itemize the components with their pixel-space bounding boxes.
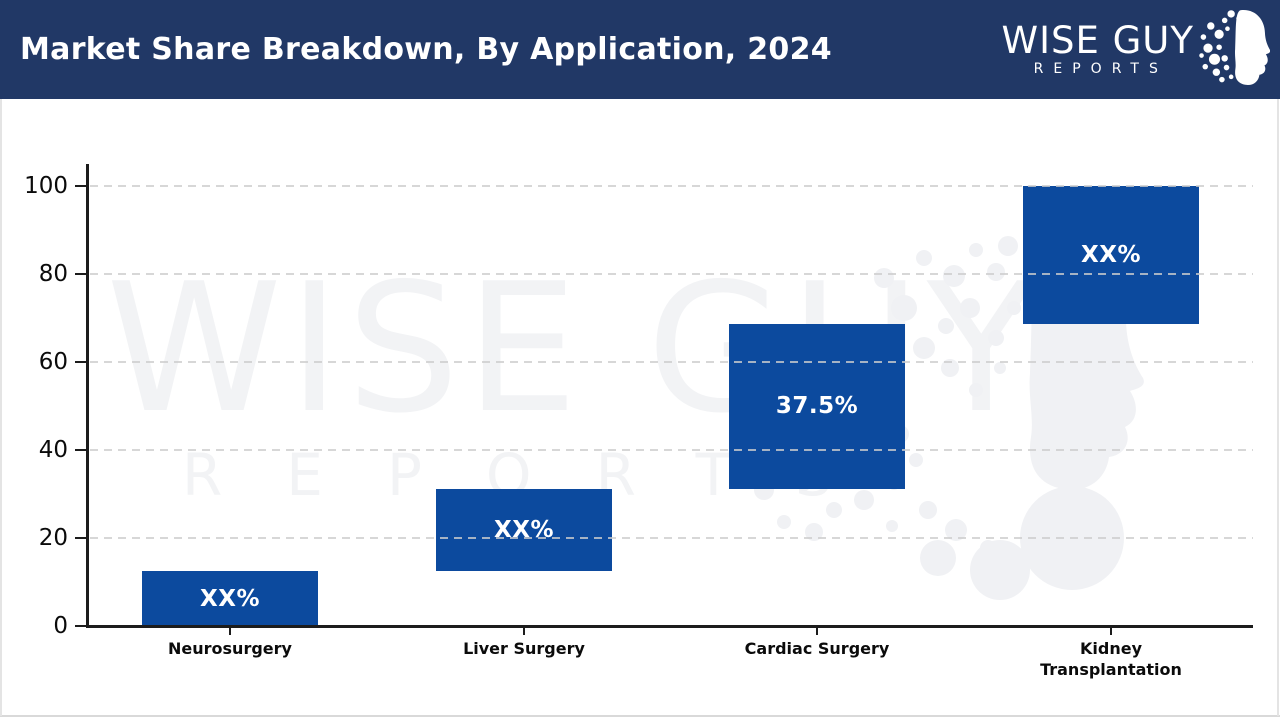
y-tick-40 (75, 449, 88, 451)
header-bar: Market Share Breakdown, By Application, … (0, 0, 1280, 99)
y-tick-label-80: 80 (38, 261, 68, 287)
y-tick-label-60: 60 (38, 349, 68, 375)
x-tick-liver-surgery (523, 628, 525, 635)
y-tick-60 (75, 361, 88, 363)
y-tick-label-100: 100 (24, 173, 68, 199)
brand-logo: WISE GUY REPORTS (1002, 5, 1270, 95)
chart-title: Market Share Breakdown, By Application, … (20, 32, 832, 67)
bar-value-label-neurosurgery: XX% (199, 585, 260, 612)
frame-border-bottom (0, 715, 1280, 717)
bar-neurosurgery (142, 571, 318, 626)
watermark-face-icon (754, 227, 1144, 600)
y-tick-label-20: 20 (38, 525, 68, 551)
y-tick-0 (75, 625, 88, 627)
y-tick-label-0: 0 (53, 613, 68, 639)
x-category-label-liver-surgery: Liver Surgery (463, 639, 585, 658)
frame-border-left (0, 99, 2, 716)
gridline-100 (90, 185, 1253, 187)
logo-wordmark: WISE GUY (1001, 18, 1194, 62)
x-tick-cardiac-surgery (816, 628, 818, 635)
y-tick-100 (75, 185, 88, 187)
y-tick-label-40: 40 (38, 437, 68, 463)
logo-face-icon (1199, 9, 1270, 85)
x-category-label-kidney-transplantation: Kidney Transplantation (1040, 639, 1182, 680)
y-tick-20 (75, 537, 88, 539)
logo-text: WISE GUY REPORTS (1001, 18, 1194, 78)
x-category-label-cardiac-surgery: Cardiac Surgery (744, 639, 890, 658)
x-category-label-neurosurgery: Neurosurgery (168, 639, 292, 658)
y-axis-spine (86, 164, 89, 628)
logo-subtitle: REPORTS (1033, 61, 1168, 78)
x-tick-neurosurgery (229, 628, 231, 635)
y-tick-80 (75, 273, 88, 275)
frame-border-right (1277, 99, 1279, 716)
x-tick-kidney-transplantation (1110, 628, 1112, 635)
